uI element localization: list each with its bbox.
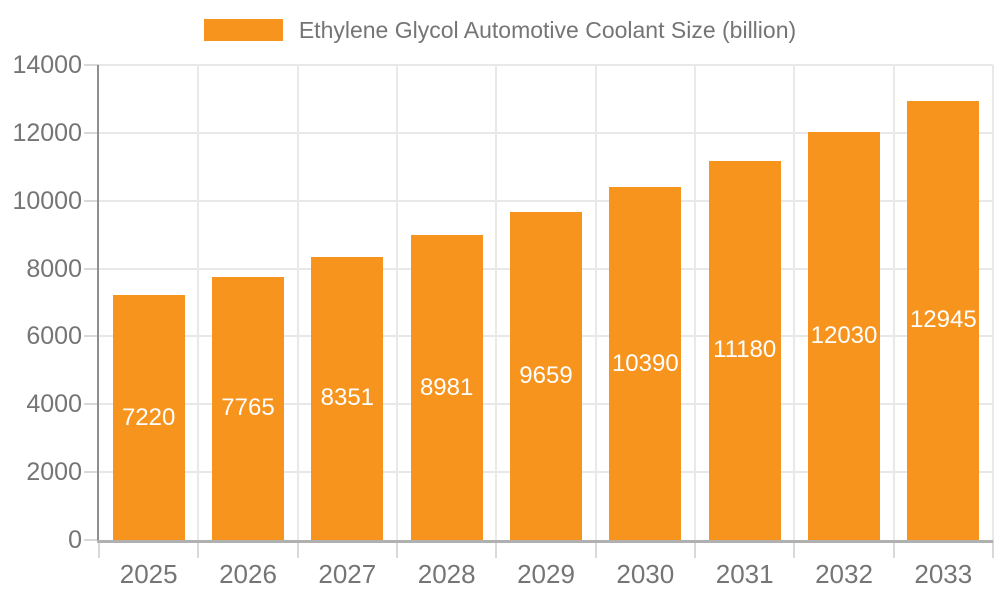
x-axis-tick (694, 540, 696, 558)
bar: 10390 (609, 187, 682, 540)
x-axis-label: 2029 (517, 559, 575, 589)
x-axis-tick (992, 540, 994, 558)
x-axis-label: 2032 (815, 559, 873, 589)
legend-swatch-icon (203, 19, 283, 41)
x-gridline (296, 65, 299, 540)
x-gridline (495, 65, 498, 540)
x-axis-tick (197, 540, 200, 558)
bar: 7765 (212, 276, 284, 540)
y-axis-label: 12000 (12, 118, 82, 147)
bar: 8981 (410, 235, 483, 540)
y-axis-tick (84, 539, 99, 541)
bar: 12030 (808, 131, 880, 540)
bar-value-label: 12030 (810, 321, 878, 349)
y-axis-tick (84, 335, 99, 338)
y-axis-tick (84, 267, 99, 270)
x-axis-label: 2027 (318, 559, 377, 589)
x-gridline (197, 65, 200, 540)
x-axis-label: 2025 (119, 559, 178, 589)
y-gridline (99, 199, 993, 202)
y-axis-label: 10000 (12, 186, 82, 215)
bar-value-label: 10390 (611, 349, 679, 377)
bar-value-label: 7765 (221, 394, 275, 422)
bar-value-label: 11180 (713, 336, 777, 364)
bar: 8351 (311, 256, 384, 540)
legend-item[interactable]: Ethylene Glycol Automotive Coolant Size … (0, 14, 1000, 46)
y-axis-tick (84, 64, 99, 66)
y-axis-label: 14000 (12, 51, 82, 79)
bar-value-label: 8981 (419, 373, 474, 401)
x-axis-line (97, 540, 993, 543)
y-axis-label: 6000 (26, 322, 82, 351)
y-axis-tick (84, 131, 99, 134)
bar-value-label: 9659 (519, 362, 573, 390)
x-axis-tick (98, 540, 100, 558)
x-gridline (992, 65, 994, 540)
y-axis-tick (84, 471, 99, 474)
y-gridline (99, 64, 993, 66)
x-gridline (396, 65, 398, 540)
x-axis-label: 2026 (219, 559, 277, 589)
x-axis-label: 2031 (715, 559, 774, 589)
x-axis-tick (296, 540, 299, 558)
x-axis-label: 2033 (914, 559, 973, 589)
x-axis-tick (594, 540, 597, 558)
y-axis-line (97, 65, 99, 540)
y-axis-label: 4000 (26, 390, 82, 419)
x-axis-label: 2028 (417, 559, 476, 589)
bar: 9659 (510, 212, 582, 540)
y-axis-tick (84, 199, 99, 202)
legend-label: Ethylene Glycol Automotive Coolant Size … (298, 16, 797, 43)
x-gridline (694, 65, 696, 540)
x-gridline (594, 65, 597, 540)
bar: 11180 (708, 160, 781, 540)
y-axis-label: 2000 (26, 458, 82, 487)
bar-value-label: 7220 (121, 403, 176, 431)
bar: 12945 (907, 100, 980, 540)
x-axis-tick (793, 540, 796, 558)
x-gridline (892, 65, 895, 540)
x-axis-tick (495, 540, 498, 558)
x-gridline (793, 65, 796, 540)
bar-value-label: 12945 (909, 306, 977, 334)
bar: 7220 (112, 295, 185, 540)
y-gridline (99, 131, 993, 134)
bar-value-label: 8351 (320, 384, 375, 412)
x-axis-label: 2030 (616, 559, 675, 589)
y-axis-label: 0 (68, 526, 82, 554)
x-axis-tick (892, 540, 895, 558)
x-axis-tick (396, 540, 398, 558)
y-axis-tick (84, 403, 99, 406)
y-axis-label: 8000 (26, 254, 82, 283)
